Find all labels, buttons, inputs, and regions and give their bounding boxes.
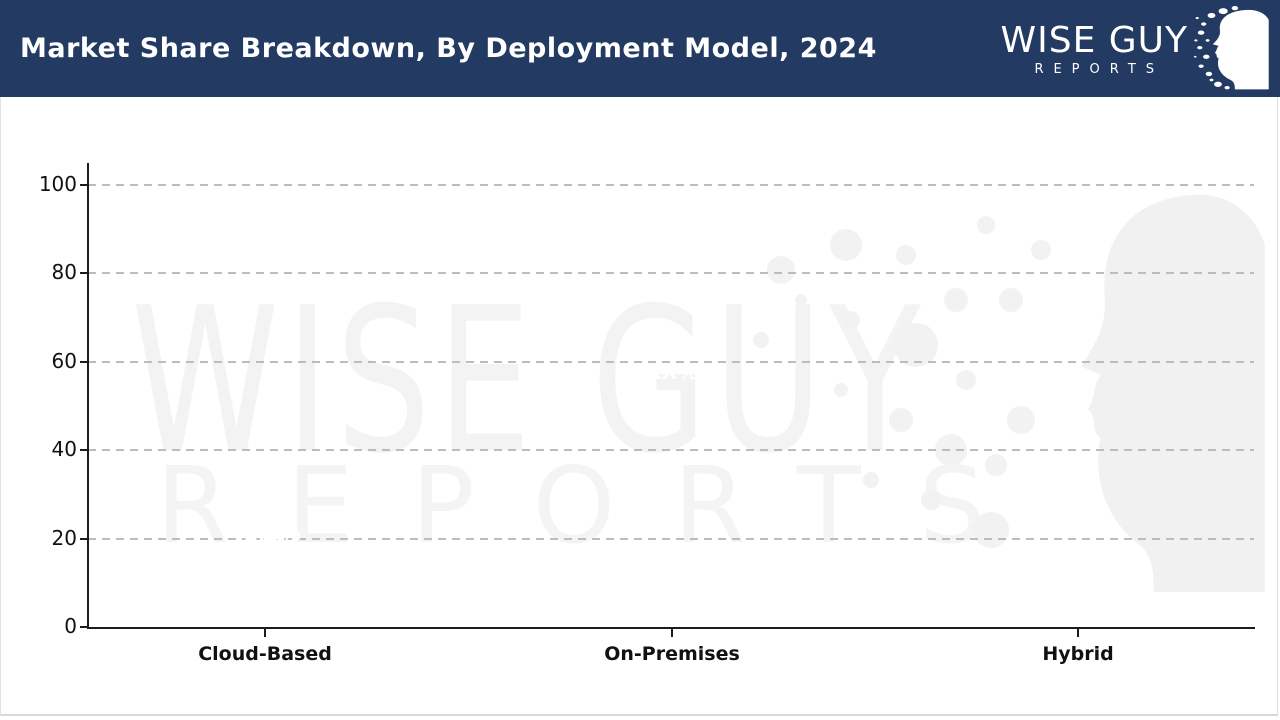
x-tick-label: On-Premises xyxy=(604,643,740,665)
watermark-dot xyxy=(973,512,1009,548)
watermark-dot xyxy=(767,256,795,284)
y-tick xyxy=(80,449,88,452)
watermark-dot xyxy=(863,472,879,488)
x-tick xyxy=(1077,629,1079,637)
watermark-dot xyxy=(830,229,862,261)
watermark-dot xyxy=(921,490,941,510)
x-tick xyxy=(671,629,673,637)
x-tick-label: Hybrid xyxy=(1042,643,1114,665)
gridline-60 xyxy=(88,360,1254,363)
plot-area: 0 20 40 60 80 100 41.8% Cloud-Based XX% On-Premis… xyxy=(1,97,1277,714)
watermark-dot xyxy=(985,454,1007,476)
y-tick-label: 20 xyxy=(51,525,77,550)
x-tick-label: Cloud-Based xyxy=(198,643,332,665)
wiseguy-logo: WISE GUY REPORTS xyxy=(1001,4,1271,94)
y-tick-label: 80 xyxy=(51,260,77,285)
gridline-40 xyxy=(88,449,1254,452)
chart-area: WISE GUY REPORTS 0 20 40 60 80 100 41.8% Cloud-… xyxy=(0,97,1278,716)
watermark-dot xyxy=(894,323,938,367)
gridline-20 xyxy=(88,537,1254,540)
y-tick-label: 0 xyxy=(64,614,77,638)
bar-value-label: XX% xyxy=(1051,230,1105,255)
y-tick-label: 60 xyxy=(51,348,77,373)
logo-text: WISE GUY REPORTS xyxy=(1000,19,1189,77)
watermark-dot xyxy=(795,294,807,306)
logo-subtitle: REPORTS xyxy=(1034,61,1165,77)
y-tick-label: 100 xyxy=(38,172,77,196)
watermark-dot xyxy=(896,245,916,265)
gridline-80 xyxy=(88,272,1254,275)
y-tick xyxy=(80,626,88,628)
y-axis-line xyxy=(87,163,89,629)
y-tick-label: 40 xyxy=(51,437,77,462)
x-tick xyxy=(264,629,266,637)
bar-value-label: 41.8% xyxy=(228,520,302,545)
watermark-dot xyxy=(977,216,995,234)
watermark-dot xyxy=(889,408,913,432)
y-tick xyxy=(80,184,88,186)
watermark-face-icon xyxy=(1081,194,1265,593)
logo-wordmark: WISE GUY xyxy=(1000,19,1188,61)
chart-title: Market Share Breakdown, By Deployment Mo… xyxy=(20,33,877,64)
x-axis-line xyxy=(87,627,1255,629)
watermark-dot xyxy=(956,370,976,390)
watermark-dot xyxy=(1031,240,1051,260)
watermark-dot xyxy=(1007,406,1035,434)
watermark-dot xyxy=(999,288,1023,312)
watermark-dot xyxy=(842,311,860,329)
header: Market Share Breakdown, By Deployment Mo… xyxy=(0,0,1280,97)
watermark-dot xyxy=(944,288,968,312)
y-tick xyxy=(80,360,88,363)
watermark-dot xyxy=(834,383,848,397)
y-tick xyxy=(80,272,88,275)
face-profile-icon xyxy=(1193,6,1269,90)
gridline-100 xyxy=(88,184,1254,186)
watermark-dot xyxy=(753,332,769,348)
bar-value-label: XX% xyxy=(645,359,699,384)
y-tick xyxy=(80,537,88,540)
